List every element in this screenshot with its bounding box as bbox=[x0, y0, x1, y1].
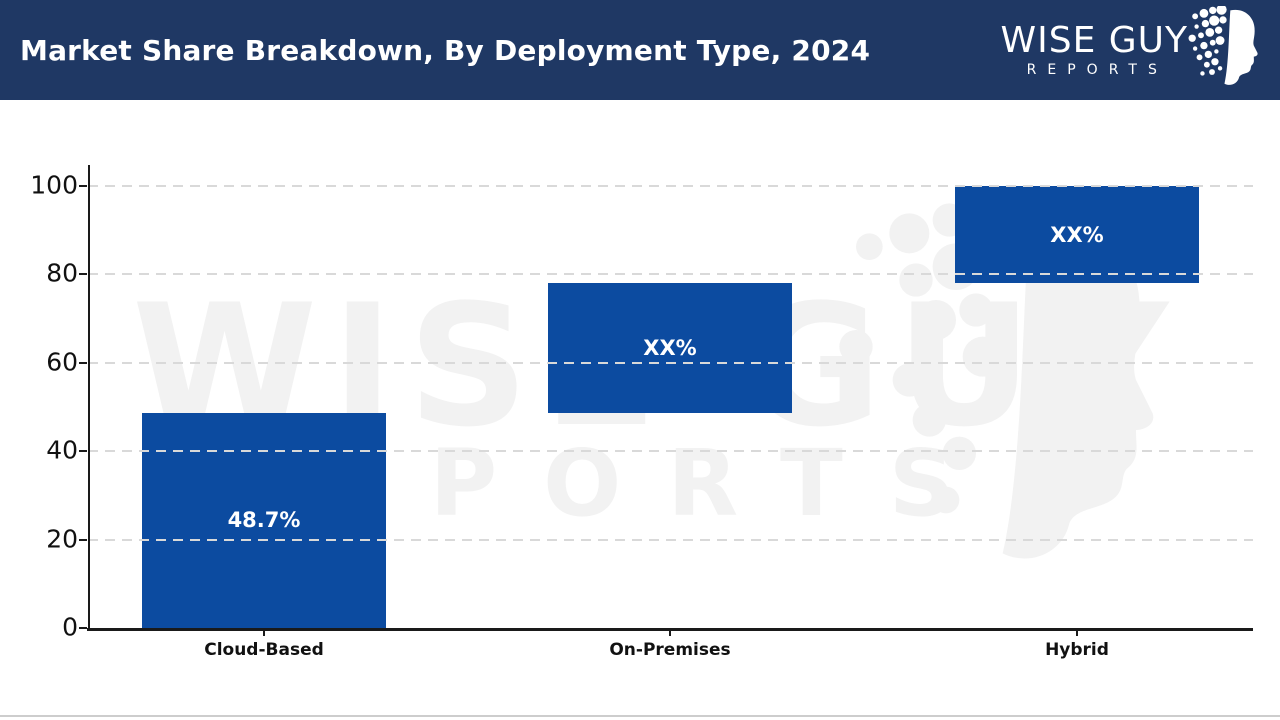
header-band: Market Share Breakdown, By Deployment Ty… bbox=[0, 0, 1280, 100]
x-axis-label-2: On-Premises bbox=[609, 640, 731, 660]
y-tick-label-80: 80 bbox=[46, 258, 78, 288]
y-tick-label-20: 20 bbox=[46, 523, 78, 553]
gridline-20 bbox=[88, 538, 1253, 541]
y-tick-100 bbox=[79, 185, 87, 187]
logo-text: WISE GUY REPORTS bbox=[1000, 20, 1189, 78]
y-axis-spine bbox=[88, 165, 90, 631]
gridline-60 bbox=[88, 361, 1253, 364]
gridline-40 bbox=[88, 450, 1253, 453]
bar-value-label-3: XX% bbox=[1050, 222, 1104, 247]
x-axis-spine bbox=[87, 628, 1253, 631]
bottom-border-line bbox=[0, 715, 1280, 717]
x-axis-label-3: Hybrid bbox=[1045, 640, 1109, 660]
y-tick-40 bbox=[79, 450, 87, 453]
bar-value-label-2: XX% bbox=[643, 335, 697, 360]
y-tick-label-40: 40 bbox=[46, 435, 78, 465]
y-tick-0 bbox=[79, 627, 87, 629]
gridline-80 bbox=[88, 273, 1253, 276]
y-tick-label-100: 100 bbox=[30, 170, 78, 200]
chart-title: Market Share Breakdown, By Deployment Ty… bbox=[20, 33, 871, 67]
y-tick-60 bbox=[79, 361, 87, 364]
logo-wordmark: WISE GUY bbox=[1000, 20, 1188, 61]
y-tick-label-0: 0 bbox=[62, 612, 78, 642]
bar-value-label-1: 48.7% bbox=[227, 508, 301, 533]
x-tick-2 bbox=[669, 628, 671, 636]
gridline-100 bbox=[88, 185, 1253, 187]
y-tick-label-60: 60 bbox=[46, 347, 78, 377]
x-tick-3 bbox=[1076, 628, 1078, 636]
logo-subtext: REPORTS bbox=[1026, 62, 1168, 78]
y-tick-80 bbox=[79, 273, 87, 276]
y-tick-20 bbox=[79, 538, 87, 541]
bar-on-premises bbox=[548, 283, 792, 413]
x-axis-label-1: Cloud-Based bbox=[204, 640, 324, 660]
bar-hybrid bbox=[955, 186, 1199, 284]
bar-cloud-based bbox=[142, 412, 386, 628]
x-tick-1 bbox=[263, 628, 265, 636]
wise-guy-reports-logo: WISE GUY REPORTS bbox=[1001, 6, 1263, 94]
dotted-face-icon bbox=[1188, 6, 1258, 85]
